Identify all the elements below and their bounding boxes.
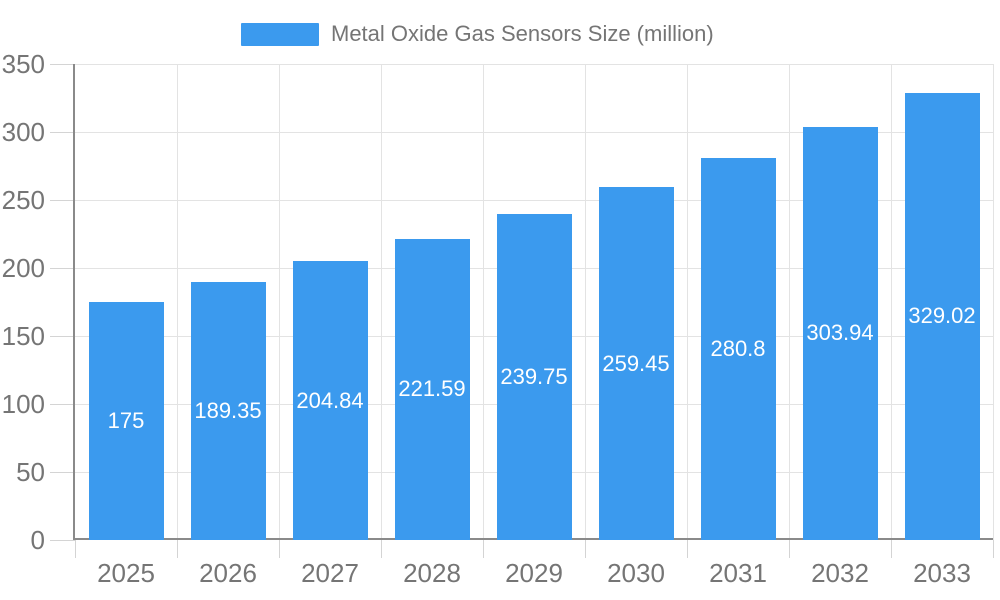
x-tick <box>74 540 76 558</box>
y-tick <box>50 199 75 201</box>
y-tick-label: 350 <box>1 49 45 79</box>
v-gridline <box>482 64 484 540</box>
bar-value-label: 280.8 <box>710 336 766 362</box>
x-tick-label: 2030 <box>607 558 665 588</box>
x-tick-label: 2026 <box>199 558 257 588</box>
bar-value-label: 175 <box>107 408 145 433</box>
x-tick-label: 2031 <box>709 558 767 588</box>
x-tick <box>482 540 484 558</box>
y-tick-label: 250 <box>1 185 45 215</box>
y-tick-label: 150 <box>1 321 45 351</box>
bar <box>904 92 980 540</box>
bar <box>700 158 776 540</box>
bar <box>496 213 572 540</box>
bar-value-label: 329.02 <box>908 303 976 329</box>
bar-value-label: 221.59 <box>398 376 466 402</box>
v-gridline <box>380 64 382 540</box>
y-tick-label: 100 <box>1 389 45 419</box>
bar <box>394 238 470 540</box>
x-tick <box>992 540 994 558</box>
y-tick <box>50 539 75 541</box>
bar <box>598 187 674 540</box>
y-tick-label: 200 <box>1 253 45 283</box>
bar-value-label: 259.45 <box>602 350 670 376</box>
y-tick-label: 300 <box>1 117 45 147</box>
v-gridline <box>278 64 280 540</box>
x-tick-label: 2027 <box>301 558 359 588</box>
x-tick <box>176 540 178 558</box>
y-tick <box>50 335 75 337</box>
x-tick <box>890 540 892 558</box>
x-tick-label: 2025 <box>97 558 155 588</box>
x-tick <box>380 540 382 558</box>
x-tick <box>686 540 688 558</box>
h-gridline <box>75 199 993 201</box>
legend-swatch <box>241 22 319 46</box>
y-tick <box>50 403 75 405</box>
y-tick-label: 0 <box>30 525 45 555</box>
y-tick-label: 50 <box>16 457 45 487</box>
bar <box>292 261 368 540</box>
x-tick-label: 2033 <box>913 558 971 588</box>
y-axis-line <box>73 64 75 540</box>
v-gridline <box>176 64 178 540</box>
legend-item[interactable]: Metal Oxide Gas Sensors Size (million) <box>241 21 714 47</box>
y-tick <box>50 267 75 269</box>
x-tick-label: 2029 <box>505 558 563 588</box>
y-tick <box>50 131 75 133</box>
legend-label: Metal Oxide Gas Sensors Size (million) <box>331 21 714 46</box>
y-tick <box>50 63 75 65</box>
v-gridline <box>584 64 586 540</box>
v-gridline <box>890 64 892 540</box>
v-gridline <box>788 64 790 540</box>
h-gridline <box>75 63 993 65</box>
bar-value-label: 189.35 <box>194 398 262 424</box>
x-tick <box>788 540 790 558</box>
y-tick <box>50 471 75 473</box>
v-gridline <box>686 64 688 540</box>
bar-value-label: 204.84 <box>296 387 364 413</box>
bar <box>88 302 164 540</box>
h-gridline <box>75 131 993 133</box>
v-gridline <box>992 64 994 540</box>
bar <box>190 282 266 540</box>
x-tick-label: 2028 <box>403 558 461 588</box>
x-tick-label: 2032 <box>811 558 869 588</box>
bar-value-label: 239.75 <box>500 363 568 389</box>
x-tick <box>278 540 280 558</box>
bar-value-label: 303.94 <box>806 320 874 346</box>
x-tick <box>584 540 586 558</box>
bar <box>802 126 878 540</box>
